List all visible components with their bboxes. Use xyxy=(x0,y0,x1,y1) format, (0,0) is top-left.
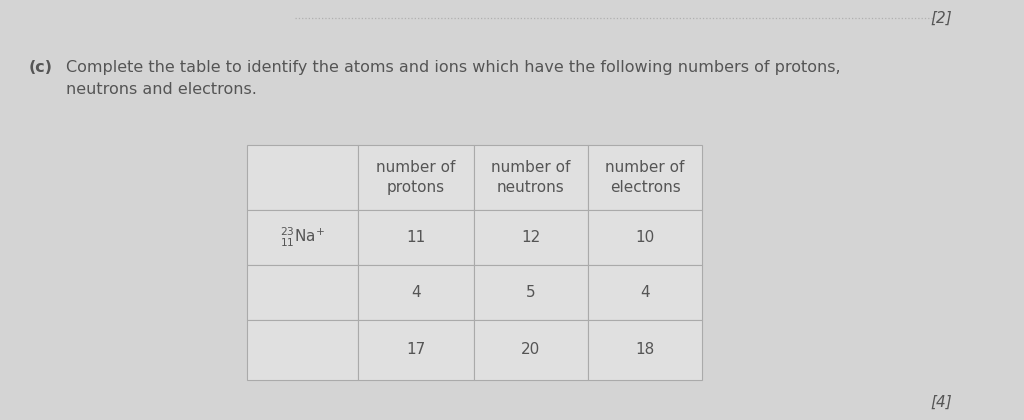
Text: number of
electrons: number of electrons xyxy=(605,160,685,195)
FancyBboxPatch shape xyxy=(474,320,588,380)
Text: 4: 4 xyxy=(411,285,421,300)
FancyBboxPatch shape xyxy=(247,320,357,380)
Text: $^{23}_{11}$Na$^{+}$: $^{23}_{11}$Na$^{+}$ xyxy=(280,226,325,249)
Text: Complete the table to identify the atoms and ions which have the following numbe: Complete the table to identify the atoms… xyxy=(66,60,841,75)
FancyBboxPatch shape xyxy=(474,145,588,210)
Text: (c): (c) xyxy=(29,60,53,75)
FancyBboxPatch shape xyxy=(588,320,702,380)
FancyBboxPatch shape xyxy=(357,265,474,320)
Text: 11: 11 xyxy=(407,230,425,245)
FancyBboxPatch shape xyxy=(357,210,474,265)
Text: 5: 5 xyxy=(526,285,536,300)
FancyBboxPatch shape xyxy=(247,145,357,210)
Text: 17: 17 xyxy=(407,342,425,357)
Text: 12: 12 xyxy=(521,230,541,245)
FancyBboxPatch shape xyxy=(247,210,357,265)
Text: number of
neutrons: number of neutrons xyxy=(492,160,570,195)
Text: 4: 4 xyxy=(640,285,650,300)
FancyBboxPatch shape xyxy=(588,145,702,210)
FancyBboxPatch shape xyxy=(588,210,702,265)
FancyBboxPatch shape xyxy=(588,265,702,320)
FancyBboxPatch shape xyxy=(357,145,474,210)
FancyBboxPatch shape xyxy=(474,265,588,320)
FancyBboxPatch shape xyxy=(247,265,357,320)
Text: number of
protons: number of protons xyxy=(376,160,456,195)
Text: [4]: [4] xyxy=(931,394,952,410)
Text: neutrons and electrons.: neutrons and electrons. xyxy=(66,82,257,97)
FancyBboxPatch shape xyxy=(357,320,474,380)
Text: 18: 18 xyxy=(636,342,654,357)
FancyBboxPatch shape xyxy=(474,210,588,265)
Text: [2]: [2] xyxy=(931,10,952,26)
Text: 20: 20 xyxy=(521,342,541,357)
Text: 10: 10 xyxy=(636,230,654,245)
